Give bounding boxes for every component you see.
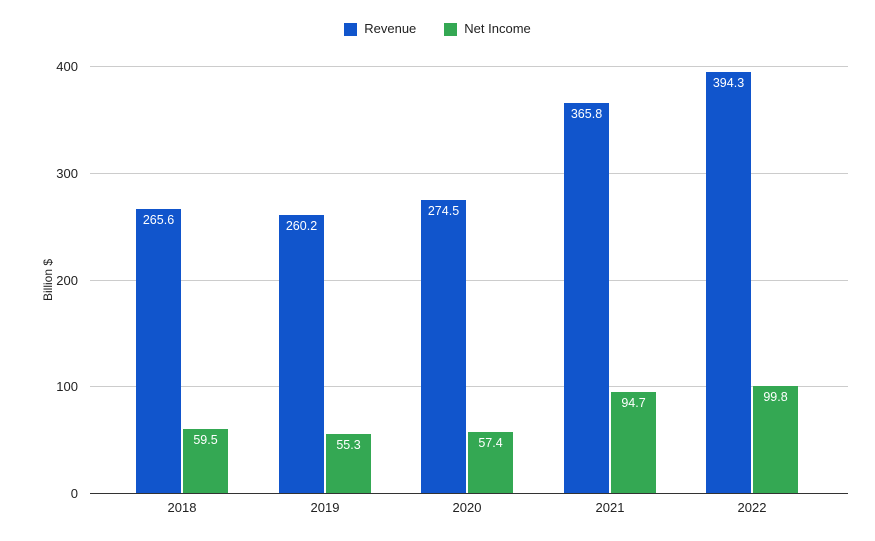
bar-value-label: 260.2 xyxy=(285,219,318,233)
x-tick-label-2020: 2020 xyxy=(452,500,482,515)
gridline-200 xyxy=(90,280,848,281)
y-tick-label-100: 100 xyxy=(56,379,78,394)
legend-swatch-revenue xyxy=(344,22,358,36)
bar-revenue-2021: 365.8 xyxy=(564,103,609,493)
gridline-400 xyxy=(90,66,848,67)
x-tick-label-2021: 2021 xyxy=(595,500,625,515)
bar-value-label: 99.8 xyxy=(763,390,788,404)
x-tick-label-2022: 2022 xyxy=(737,500,767,515)
y-tick-label-0: 0 xyxy=(70,486,78,501)
y-tick-label-400: 400 xyxy=(56,59,78,74)
bar-value-label: 394.3 xyxy=(712,76,745,90)
y-tick-label-300: 300 xyxy=(56,166,78,181)
x-axis-line xyxy=(90,493,848,494)
legend-label: Revenue xyxy=(364,21,417,36)
chart-legend: Revenue Net Income xyxy=(0,22,875,36)
legend-item-net-income: Net Income xyxy=(444,21,531,36)
gridline-100 xyxy=(90,386,848,387)
bar-value-label: 94.7 xyxy=(621,396,646,410)
bar-revenue-2018: 265.6 xyxy=(136,209,181,493)
bar-net-income-2022: 99.8 xyxy=(753,386,798,493)
bar-revenue-2019: 260.2 xyxy=(279,215,324,493)
x-tick-label-2018: 2018 xyxy=(167,500,197,515)
bar-value-label: 59.5 xyxy=(193,433,218,447)
bar-net-income-2021: 94.7 xyxy=(611,392,656,493)
y-tick-label-200: 200 xyxy=(56,273,78,288)
bar-net-income-2020: 57.4 xyxy=(468,432,513,493)
x-tick-label-2019: 2019 xyxy=(310,500,340,515)
bar-net-income-2018: 59.5 xyxy=(183,429,228,493)
bar-value-label: 365.8 xyxy=(570,107,603,121)
legend-swatch-net-income xyxy=(444,22,458,36)
legend-item-revenue: Revenue xyxy=(344,22,416,36)
bar-revenue-2022: 394.3 xyxy=(706,72,751,493)
bar-revenue-2020: 274.5 xyxy=(421,200,466,493)
legend-label: Net Income xyxy=(464,21,531,36)
bar-net-income-2019: 55.3 xyxy=(326,434,371,493)
bar-value-label: 274.5 xyxy=(427,204,460,218)
bar-value-label: 265.6 xyxy=(142,213,175,227)
gridline-300 xyxy=(90,173,848,174)
bar-value-label: 55.3 xyxy=(336,438,361,452)
bar-value-label: 57.4 xyxy=(478,436,503,450)
